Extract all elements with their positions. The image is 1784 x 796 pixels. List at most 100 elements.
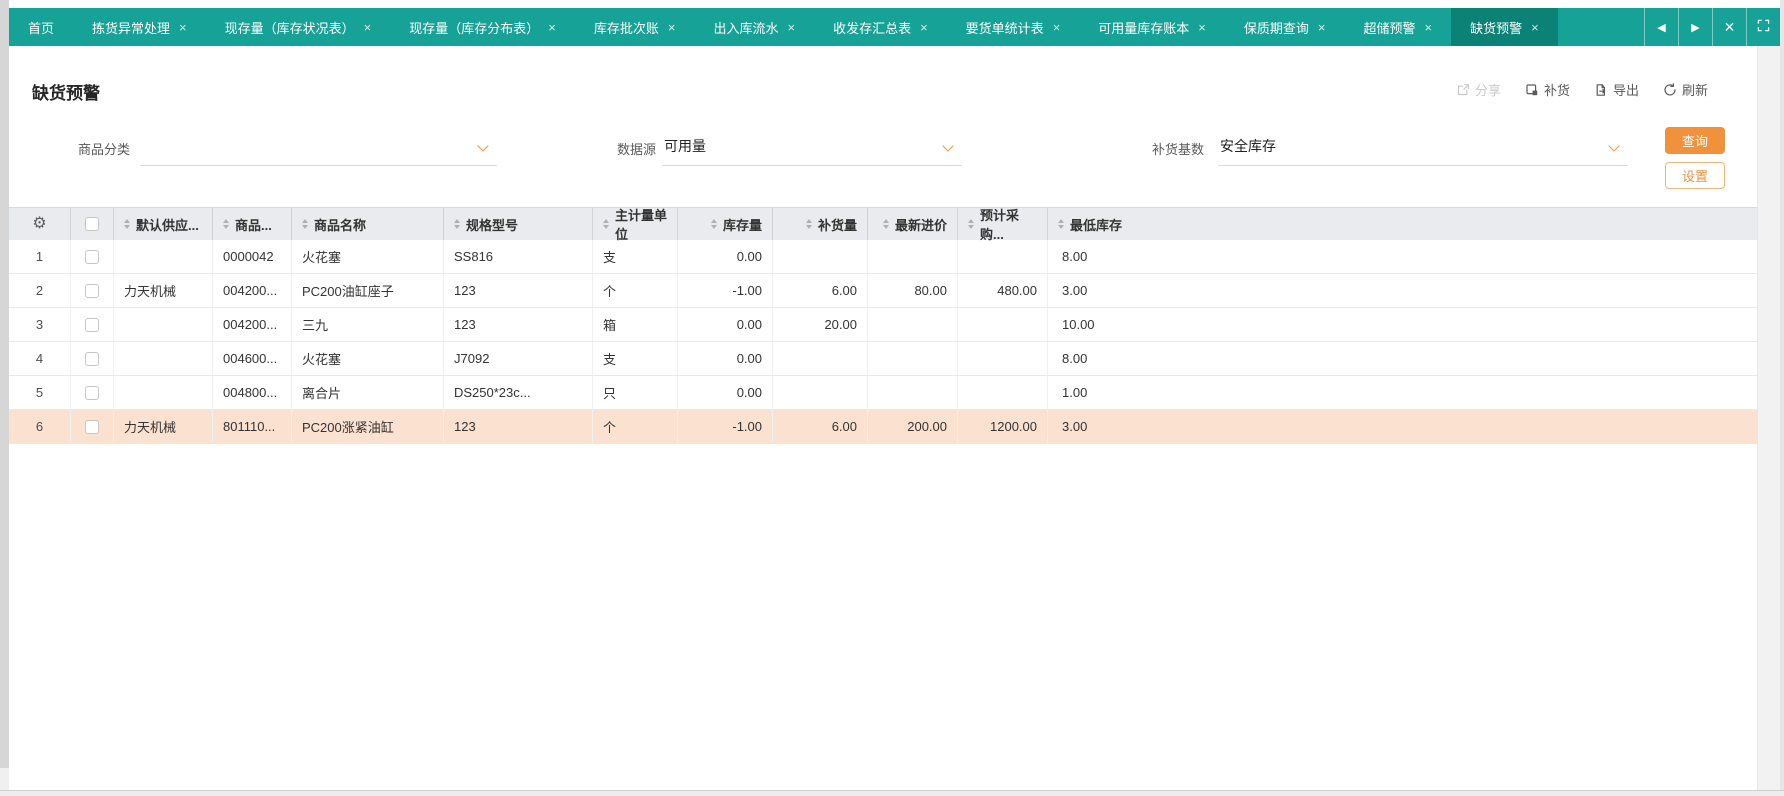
column-header-price[interactable]: 最新进价	[868, 208, 958, 240]
table-row[interactable]: 6 力天机械 801110... PC200涨紧油缸 123 个 -1.00 6.00 200.…	[9, 410, 1757, 444]
column-header-purchase[interactable]: 预计采购...	[958, 208, 1048, 242]
column-header-code[interactable]: 商品...	[213, 208, 292, 240]
sort-icon[interactable]	[968, 218, 974, 230]
fullscreen-icon	[1757, 19, 1770, 35]
tab-label: 缺货预警	[1470, 20, 1523, 36]
tab[interactable]: 收发存汇总表 ×	[814, 8, 947, 46]
sort-down-arrow	[882, 225, 889, 229]
replenish-base-select[interactable]: 安全库存	[1218, 128, 1628, 166]
column-header-min[interactable]: 最低库存	[1048, 208, 1757, 240]
query-button[interactable]: 查询	[1665, 127, 1725, 154]
scroll-tabs-right-button[interactable]: ▶	[1678, 8, 1712, 46]
settings-button[interactable]: 设置	[1665, 162, 1725, 189]
tab-close-icon[interactable]: ×	[1198, 19, 1206, 35]
right-arrow-icon: ▶	[1691, 21, 1700, 34]
column-header-supplier[interactable]: 默认供应...	[114, 208, 213, 240]
tab[interactable]: 库存批次账 ×	[575, 8, 695, 46]
tab[interactable]: 可用量库存账本 ×	[1079, 8, 1225, 46]
row-checkbox[interactable]	[85, 351, 99, 366]
category-select[interactable]	[140, 128, 497, 166]
tab-close-icon[interactable]: ×	[548, 19, 556, 35]
tab-close-icon[interactable]: ×	[920, 19, 928, 35]
cell-min: 8.00	[1062, 351, 1088, 366]
column-header-label: 商品名称	[314, 217, 367, 233]
row-checkbox[interactable]	[85, 419, 99, 434]
sort-icon[interactable]	[302, 218, 308, 230]
table-row[interactable]: 3 004200... 三九 123 箱 0.00 20.00 10.00	[9, 308, 1757, 342]
column-header-stock[interactable]: 库存量	[678, 208, 773, 240]
tab[interactable]: 现存量（库存分布表） ×	[390, 8, 575, 46]
tab[interactable]: 首页	[9, 8, 73, 46]
row-checkbox[interactable]	[85, 317, 99, 332]
sort-icon[interactable]	[124, 218, 130, 230]
table-row[interactable]: 5 004800... 离合片 DS250*23c... 只 0.00 1.00	[9, 376, 1757, 410]
tab[interactable]: 保质期查询 ×	[1225, 8, 1345, 46]
page-actions: 分享 补货 导出 刷新	[1456, 80, 1708, 99]
tab-close-icon[interactable]: ×	[787, 19, 796, 35]
cell-supplier: 力天机械	[114, 410, 213, 443]
vertical-scrollbar-track[interactable]	[1757, 46, 1780, 791]
cell-supplier	[114, 342, 213, 375]
sort-icon[interactable]	[454, 218, 460, 230]
close-tabs-button[interactable]: ×	[1712, 8, 1746, 46]
cell-code: 801110...	[213, 410, 292, 443]
tab-close-icon[interactable]: ×	[179, 19, 187, 35]
cell-checkbox	[71, 308, 114, 341]
tab[interactable]: 出入库流水 ×	[694, 8, 814, 46]
scroll-tabs-left-button[interactable]: ◀	[1644, 8, 1678, 46]
sort-icon[interactable]	[805, 218, 812, 230]
sort-down-arrow	[302, 225, 308, 229]
sort-icon[interactable]	[882, 218, 889, 230]
cell-code: 004600...	[213, 342, 292, 375]
column-header-name[interactable]: 商品名称	[292, 208, 444, 240]
tab-close-icon[interactable]: ×	[667, 19, 676, 35]
cell-price	[868, 240, 958, 273]
row-checkbox[interactable]	[85, 249, 99, 264]
row-checkbox[interactable]	[85, 283, 99, 298]
fullscreen-button[interactable]	[1746, 8, 1780, 46]
tab[interactable]: 缺货预警 ×	[1451, 8, 1558, 46]
tab-label: 库存批次账	[593, 20, 659, 36]
sort-icon[interactable]	[710, 218, 717, 230]
cell-unit: 支	[593, 240, 678, 273]
tab[interactable]: 现存量（库存状况表） ×	[206, 8, 391, 46]
export-label: 导出	[1612, 83, 1639, 98]
column-header-label: 默认供应...	[136, 217, 199, 233]
sort-icon[interactable]	[1058, 218, 1064, 230]
export-button[interactable]: 导出	[1594, 80, 1639, 99]
cell-checkbox	[71, 410, 114, 443]
tab[interactable]: 拣货异常处理 ×	[73, 8, 206, 46]
tab-close-icon[interactable]: ×	[1424, 19, 1433, 35]
tab[interactable]: 要货单统计表 ×	[947, 8, 1080, 46]
sort-icon[interactable]	[223, 218, 229, 230]
refresh-button[interactable]: 刷新	[1663, 80, 1708, 99]
column-header-spec[interactable]: 规格型号	[444, 208, 593, 240]
cell-checkbox	[71, 274, 114, 307]
tab-close-icon[interactable]: ×	[1317, 19, 1326, 35]
table-row[interactable]: 1 0000042 火花塞 SS816 支 0.00 8.00	[9, 240, 1757, 274]
tab-close-icon[interactable]: ×	[1531, 19, 1539, 35]
replenish-button[interactable]: 补货	[1525, 80, 1570, 99]
tab-close-icon[interactable]: ×	[1052, 19, 1061, 35]
tab[interactable]: 超储预警 ×	[1345, 8, 1452, 46]
table-row[interactable]: 2 力天机械 004200... PC200油缸座子 123 个 -1.00 6.00 80.0…	[9, 274, 1757, 308]
gear-icon[interactable]: ⚙	[32, 215, 47, 232]
export-icon	[1594, 83, 1608, 97]
sort-down-arrow	[124, 225, 130, 229]
table-row[interactable]: 4 004600... 火花塞 J7092 支 0.00 8.00	[9, 342, 1757, 376]
table-body: 1 0000042 火花塞 SS816 支 0.00 8.00 2 力天机械 004200... P…	[9, 240, 1757, 444]
datasource-select[interactable]: 可用量	[662, 128, 962, 166]
sort-up-arrow	[710, 219, 717, 223]
sort-up-arrow	[603, 219, 609, 223]
column-header-unit[interactable]: 主计量单位	[593, 208, 678, 242]
sort-up-arrow	[454, 219, 460, 223]
row-checkbox[interactable]	[85, 385, 99, 400]
cell-stock: 0.00	[678, 342, 773, 375]
tab-close-icon[interactable]: ×	[363, 19, 372, 35]
column-header-replenish[interactable]: 补货量	[773, 208, 868, 240]
left-gutter	[0, 0, 9, 768]
cell-stock: 0.00	[678, 308, 773, 341]
select-all-checkbox[interactable]	[85, 217, 99, 231]
sort-icon[interactable]	[603, 218, 609, 230]
